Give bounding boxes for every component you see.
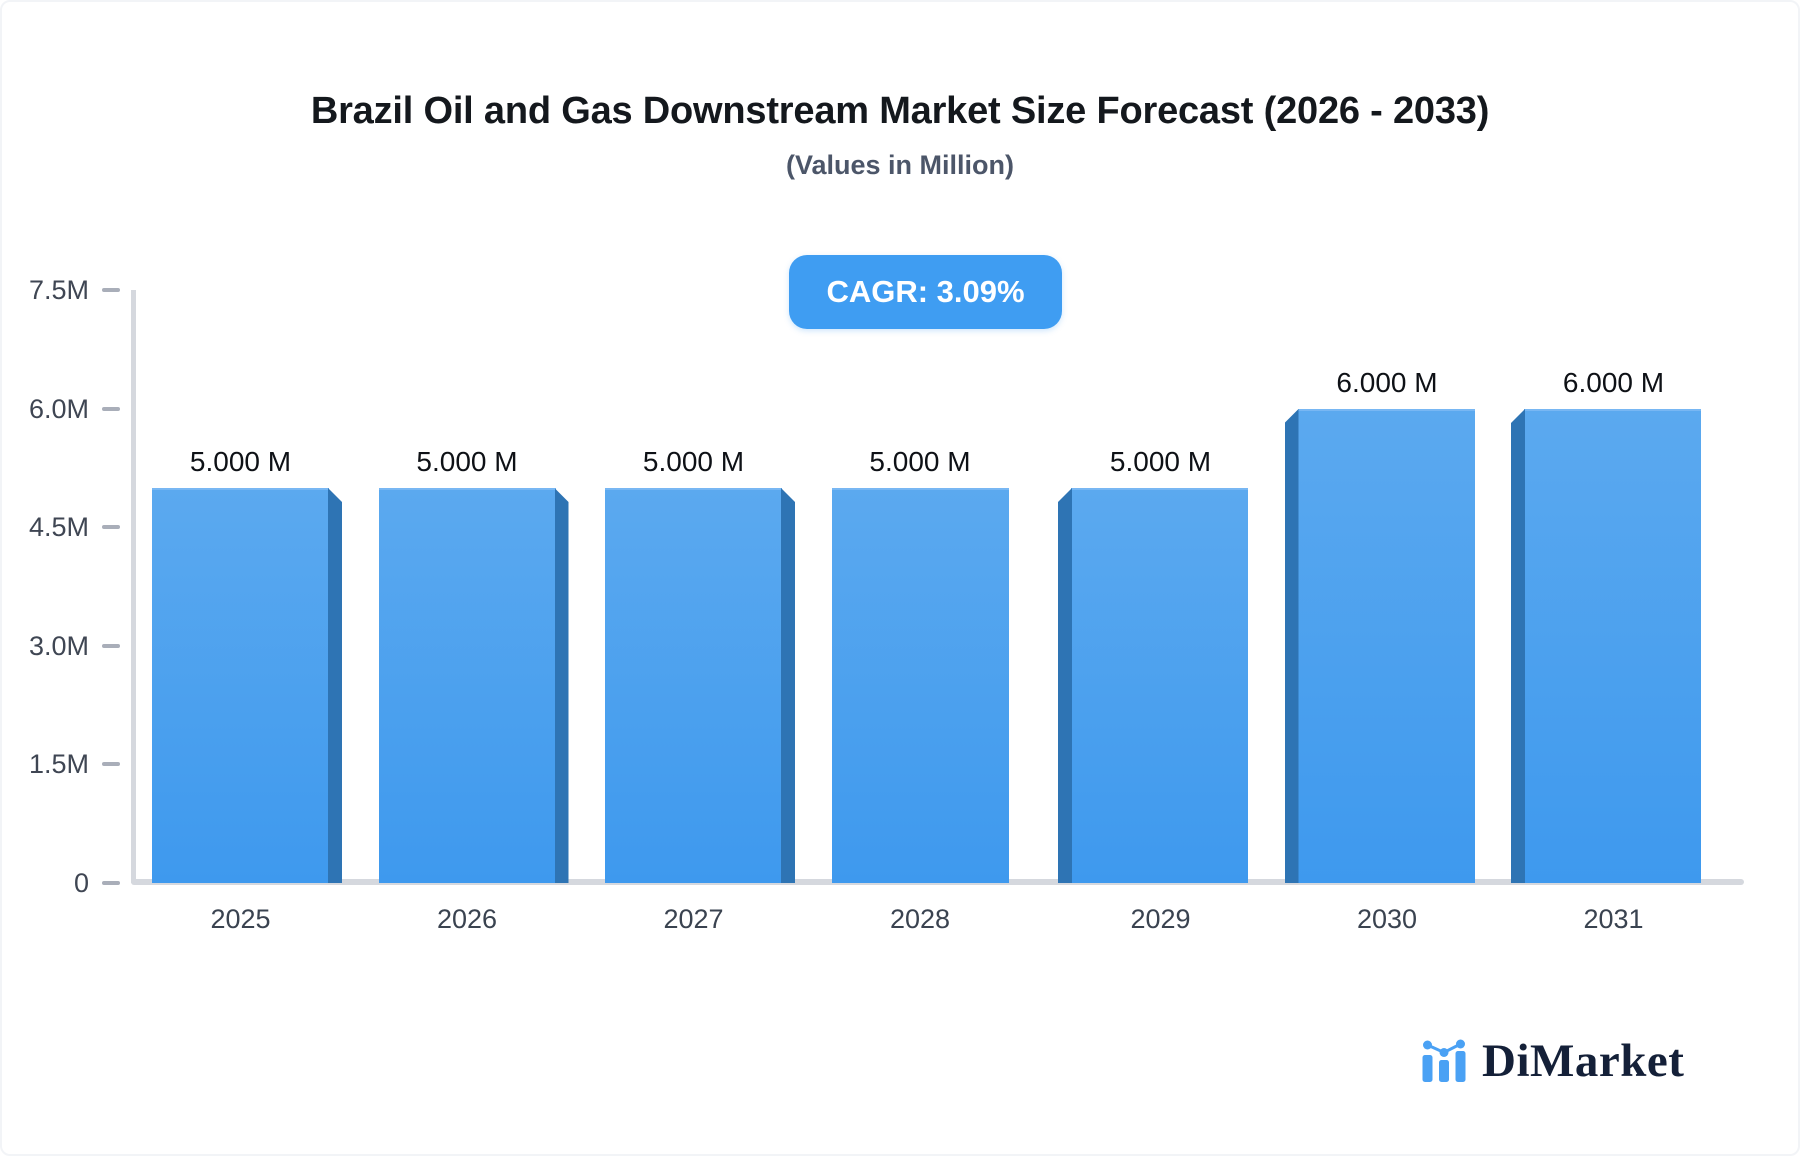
bar-column: 6.000 M <box>1284 290 1476 883</box>
y-tick-mark <box>102 525 120 529</box>
y-tick-label: 4.5M <box>28 511 89 542</box>
bar-column: 5.000 M <box>378 290 570 883</box>
bar-value-label: 6.000 M <box>1336 367 1438 398</box>
bar-column: 6.000 M <box>1511 290 1702 883</box>
y-tick-label: 0 <box>73 867 89 898</box>
y-tick: 0 <box>2 867 120 899</box>
y-tick: 4.5M <box>2 511 120 543</box>
bar-face <box>152 488 329 883</box>
x-tick-label: 2027 <box>663 904 724 934</box>
bar-2029: 5.000 M <box>1058 446 1248 883</box>
dimarket-logo: DiMarket <box>1422 1038 1684 1085</box>
bar-2027: 5.000 M <box>605 446 795 883</box>
bar-column: 5.000 M <box>1058 290 1249 883</box>
bar-face <box>605 488 782 883</box>
y-tick: 3.0M <box>2 630 120 662</box>
bar-face <box>1071 488 1248 883</box>
bar-value-label: 5.000 M <box>189 446 292 477</box>
bar-2025: 5.000 M <box>152 446 342 883</box>
bar-value-label: 5.000 M <box>1109 446 1212 477</box>
y-tick-mark <box>102 762 120 766</box>
x-tick-label: 2030 <box>1356 904 1418 934</box>
x-axis-labels: 2025 2026 2027 2028 2029 2030 2031 <box>152 904 1702 935</box>
y-tick-label: 6.0M <box>28 393 89 424</box>
chart-title: Brazil Oil and Gas Downstream Market Siz… <box>310 90 1490 132</box>
y-tick-label: 3.0M <box>28 630 89 661</box>
x-tick-label: 2029 <box>1130 904 1191 934</box>
y-tick: 7.5M <box>2 274 120 306</box>
bars-row: 5.000 M 5.000 M 5.000 M <box>152 290 1702 883</box>
bar-side-face <box>554 488 569 883</box>
x-tick-label: 2031 <box>1583 904 1644 934</box>
bar-column: 5.000 M <box>152 290 343 883</box>
bar-value-label: 5.000 M <box>642 446 745 477</box>
y-tick-label: 7.5M <box>28 274 89 305</box>
x-tick-label: 2026 <box>436 904 498 934</box>
bar-2030: 6.000 M <box>1284 367 1475 883</box>
bar-2031: 6.000 M <box>1511 367 1701 883</box>
y-tick: 6.0M <box>2 393 120 425</box>
bar-face <box>378 488 556 883</box>
bar-face <box>831 488 1009 883</box>
y-tick-label: 1.5M <box>28 748 89 779</box>
y-tick: 1.5M <box>2 748 120 780</box>
bar-2026: 5.000 M <box>378 446 569 883</box>
chart-subtitle: (Values in Million) <box>785 150 1015 180</box>
y-tick-mark <box>102 288 120 292</box>
bar-side-face <box>328 488 342 883</box>
bar-value-label: 6.000 M <box>1562 367 1665 398</box>
logo-text: DiMarket <box>1482 1035 1685 1087</box>
bar-2028: 5.000 M <box>831 446 1009 883</box>
bar-chart-logo-icon <box>1422 1039 1466 1082</box>
cagr-badge: CAGR: 3.09% <box>789 255 1062 329</box>
y-tick-mark <box>102 644 120 648</box>
bar-side-face <box>1284 409 1299 883</box>
bar-side-face <box>1058 488 1072 883</box>
bar-column: 5.000 M <box>605 290 796 883</box>
bar-face <box>1524 409 1701 883</box>
y-axis-line <box>131 290 136 883</box>
bar-side-face <box>781 488 795 883</box>
bar-value-label: 5.000 M <box>416 446 518 477</box>
y-tick-mark <box>102 881 120 885</box>
y-tick-mark <box>102 407 120 411</box>
bar-column: 5.000 M <box>831 290 1023 883</box>
bar-value-label: 5.000 M <box>869 446 971 477</box>
bar-side-face <box>1511 409 1525 883</box>
x-tick-label: 2028 <box>889 904 951 934</box>
bar-face <box>1297 409 1475 883</box>
x-tick-label: 2025 <box>210 904 271 934</box>
